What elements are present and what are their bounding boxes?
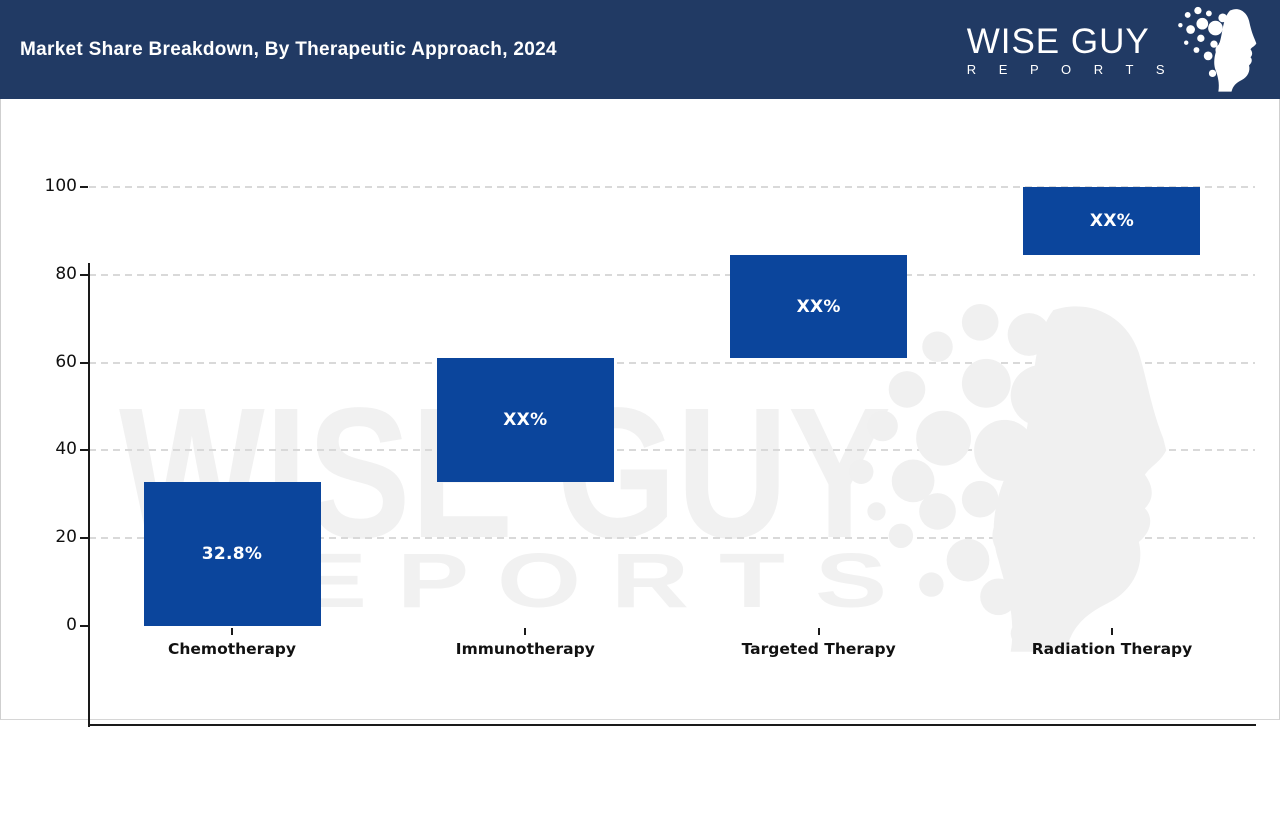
y-tick-mark-60 [80,361,88,364]
bar-targeted-therapy: XX% [730,255,908,359]
y-tick-mark-80 [80,273,88,276]
logo-text: WISE GUY R E P O R T S [967,24,1174,76]
gridline-20 [89,537,1255,540]
gridline-100 [89,186,1255,188]
bar-value-label: XX% [503,410,548,431]
y-axis-spine [88,263,90,727]
x-tick-mark-3 [1110,628,1113,635]
gridline-60 [89,361,1255,364]
logo-subtitle: R E P O R T S [966,61,1174,77]
x-category-label: Chemotherapy [168,640,296,658]
logo-head-icon [1178,6,1257,92]
gridline-80 [89,273,1255,276]
bar-value-label: 32.8% [201,543,263,564]
chart-canvas: WISE GUY R E P O R T S 0 20 40 60 80 100 32.8%… [0,99,1280,727]
y-tick-mark-100 [80,186,88,188]
y-tick-label-80: 80 [55,263,77,284]
y-tick-mark-20 [80,537,88,540]
x-tick-mark-2 [817,628,820,635]
wise-guy-reports-logo: WISE GUY R E P O R T S [967,6,1260,94]
bar-value-label: XX% [1089,211,1135,232]
gridline-40 [89,449,1255,452]
bar-chemotherapy: 32.8% [143,482,321,626]
x-tick-mark-1 [524,628,527,635]
y-tick-label-20: 20 [55,527,77,548]
y-tick-label-40: 40 [55,439,77,460]
header-bar: Market Share Breakdown, By Therapeutic A… [0,0,1280,99]
page-title: Market Share Breakdown, By Therapeutic A… [20,38,557,60]
bar-radiation-therapy: XX% [1023,187,1201,256]
y-tick-mark-40 [80,449,88,452]
y-tick-label-60: 60 [55,351,77,372]
x-category-label: Targeted Therapy [741,640,896,658]
y-tick-mark-0 [80,625,88,627]
logo-wordmark: WISE GUY [966,21,1150,61]
bar-value-label: XX% [796,296,841,317]
x-tick-mark-0 [231,628,233,635]
bar-immunotherapy: XX% [436,358,614,482]
x-axis-spine [88,724,1256,726]
x-category-label: Radiation Therapy [1031,640,1193,658]
y-tick-label-100: 100 [44,176,77,196]
y-tick-label-0: 0 [66,615,77,635]
x-category-label: Immunotherapy [455,640,595,658]
page: Market Share Breakdown, By Therapeutic A… [0,0,1280,727]
